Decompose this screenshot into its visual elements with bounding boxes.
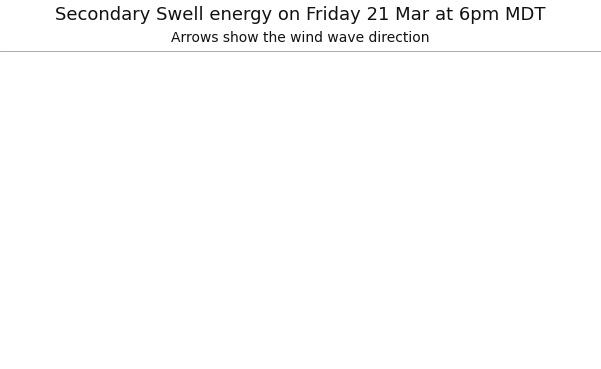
Text: cartopy required: cartopy required xyxy=(231,201,370,219)
Text: Secondary Swell energy on Friday 21 Mar at 6pm MDT: Secondary Swell energy on Friday 21 Mar … xyxy=(55,6,546,24)
Text: Arrows show the wind wave direction: Arrows show the wind wave direction xyxy=(171,31,430,45)
